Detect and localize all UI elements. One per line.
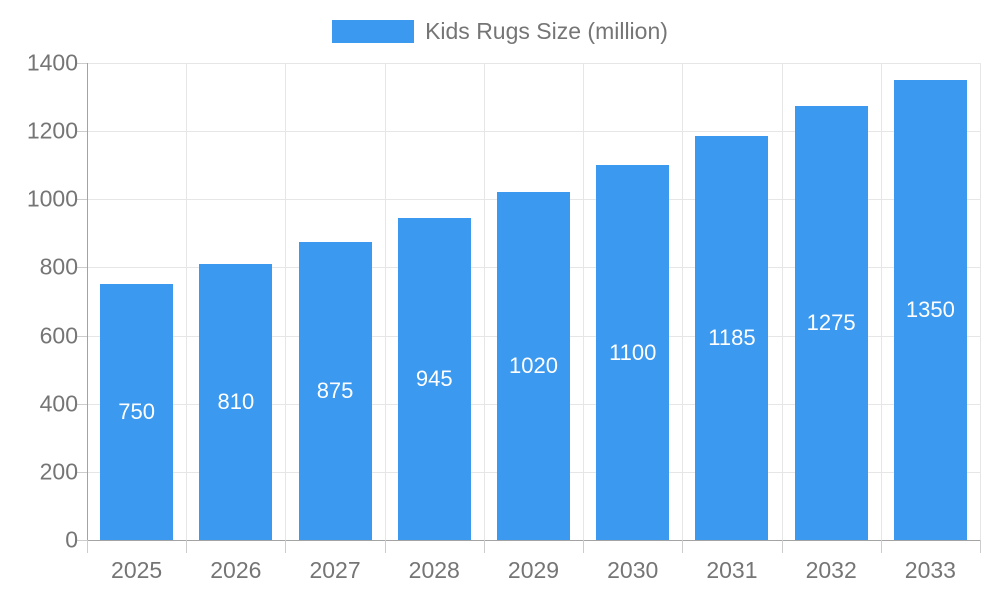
y-axis-tick bbox=[76, 267, 87, 269]
plot-area: 750 810 875 945 1020 1100 1185 1275 1350 bbox=[87, 63, 981, 540]
bar-value-label: 1275 bbox=[806, 309, 856, 335]
y-axis-label: 1400 bbox=[26, 49, 78, 76]
bar-value-label: 1185 bbox=[708, 325, 756, 351]
bar-value-label: 810 bbox=[217, 389, 255, 414]
y-gridline bbox=[87, 131, 980, 133]
bar-value-label: 945 bbox=[415, 366, 453, 391]
y-gridline bbox=[87, 63, 980, 64]
x-axis-tick bbox=[682, 540, 684, 553]
x-axis-tick bbox=[880, 540, 882, 553]
x-axis-tick bbox=[285, 540, 287, 553]
y-axis-tick bbox=[76, 131, 87, 133]
y-axis-label: 600 bbox=[39, 322, 78, 349]
x-gridline bbox=[880, 63, 882, 540]
x-axis-tick bbox=[186, 540, 188, 553]
legend: Kids Rugs Size (million) bbox=[0, 18, 1000, 45]
x-gridline bbox=[186, 63, 188, 540]
x-axis-label: 2032 bbox=[805, 557, 857, 583]
x-axis-label: 2028 bbox=[408, 557, 460, 583]
x-axis-label: 2029 bbox=[507, 557, 560, 583]
y-axis-tick bbox=[76, 63, 87, 64]
y-axis-tick bbox=[76, 403, 87, 405]
bar-2027: 875 bbox=[298, 241, 372, 540]
legend-label: Kids Rugs Size (million) bbox=[425, 18, 668, 44]
bar-value-label: 750 bbox=[118, 399, 155, 425]
bar-2025: 750 bbox=[100, 284, 174, 540]
y-axis-label: 800 bbox=[39, 253, 78, 280]
x-gridline bbox=[682, 63, 684, 540]
x-axis-label: 2030 bbox=[607, 557, 659, 583]
y-axis-tick bbox=[76, 199, 87, 201]
x-gridline bbox=[483, 63, 485, 540]
legend-swatch-icon bbox=[332, 20, 415, 43]
x-gridline bbox=[285, 63, 287, 540]
x-axis-tick bbox=[583, 540, 585, 553]
bar-2026: 810 bbox=[199, 264, 273, 540]
bar-value-label: 1020 bbox=[509, 353, 558, 379]
y-axis-tick bbox=[76, 471, 87, 473]
x-axis-tick bbox=[483, 540, 485, 553]
x-axis-label: 2026 bbox=[210, 557, 262, 583]
x-axis-tick bbox=[384, 540, 386, 553]
y-axis-line bbox=[87, 63, 88, 540]
x-axis-tick bbox=[781, 540, 783, 553]
x-gridline bbox=[781, 63, 783, 540]
bar-2030: 1100 bbox=[596, 165, 670, 540]
bar-2033: 1350 bbox=[893, 80, 967, 540]
y-axis-tick bbox=[76, 335, 87, 337]
x-axis-line bbox=[87, 540, 981, 541]
x-axis-label: 2033 bbox=[904, 557, 956, 583]
x-axis-label: 2025 bbox=[111, 557, 163, 583]
x-axis-tick bbox=[980, 540, 981, 553]
bar-value-label: 1100 bbox=[609, 339, 657, 365]
bar-2031: 1185 bbox=[695, 136, 769, 540]
x-axis-label: 2027 bbox=[309, 557, 361, 583]
y-axis-tick bbox=[76, 540, 87, 541]
x-axis-tick bbox=[87, 540, 88, 553]
bar-2032: 1275 bbox=[794, 105, 868, 540]
bar-2028: 945 bbox=[397, 218, 471, 540]
bar-value-label: 875 bbox=[316, 377, 354, 403]
y-axis-label: 0 bbox=[65, 526, 78, 553]
x-gridline bbox=[384, 63, 386, 540]
x-gridline bbox=[583, 63, 585, 540]
y-axis-label: 200 bbox=[39, 458, 78, 485]
y-axis-label: 1200 bbox=[26, 117, 78, 144]
x-gridline bbox=[980, 63, 981, 540]
bar-2029: 1020 bbox=[497, 192, 570, 540]
y-axis-label: 400 bbox=[39, 390, 78, 417]
x-axis-label: 2031 bbox=[706, 557, 758, 583]
y-axis-label: 1000 bbox=[26, 185, 78, 212]
bar-value-label: 1350 bbox=[905, 297, 955, 322]
legend-item[interactable]: Kids Rugs Size (million) bbox=[332, 18, 668, 45]
